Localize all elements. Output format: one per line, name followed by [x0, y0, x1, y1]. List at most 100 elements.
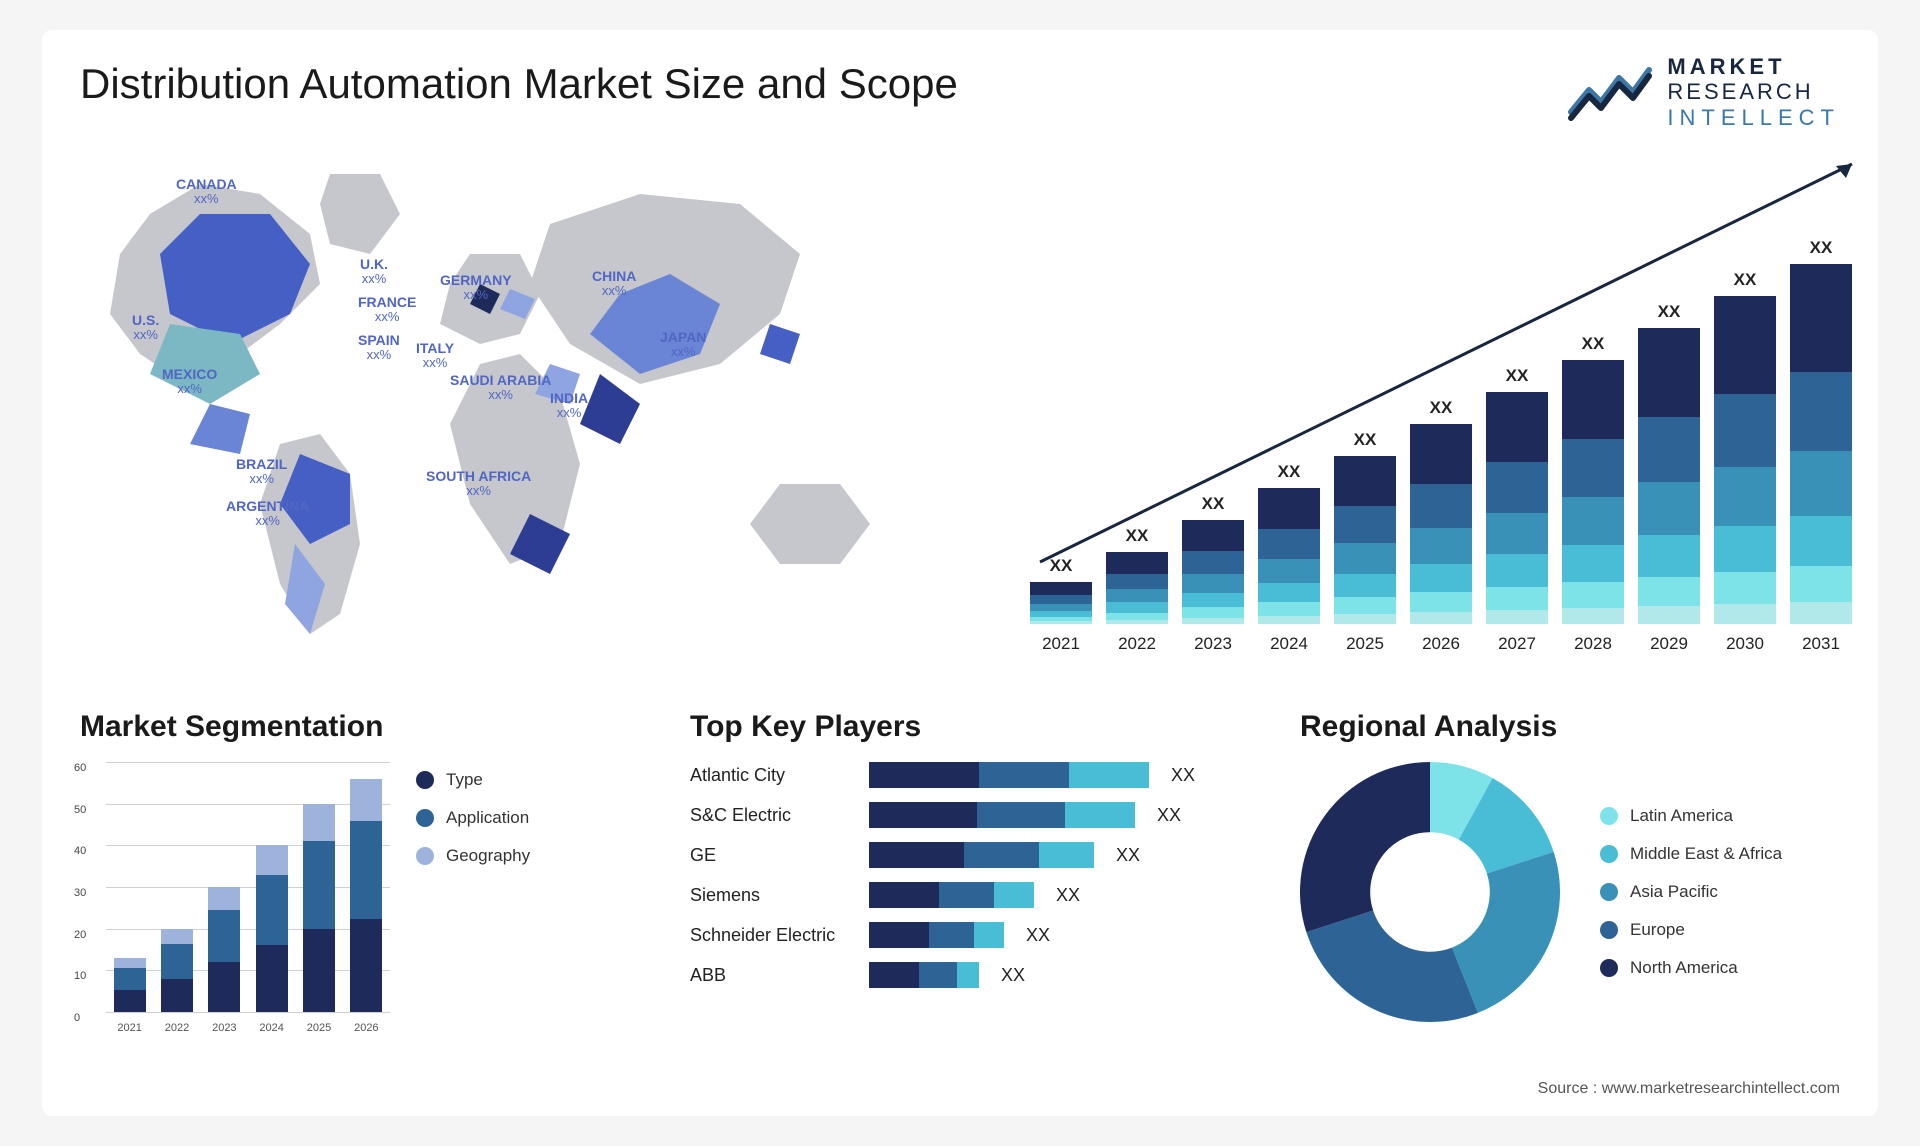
player-row: Atlantic City XX [690, 762, 1270, 788]
world-map-svg [80, 144, 1000, 664]
forecast-toplabel: XX [1334, 430, 1396, 450]
donut-slice [1306, 910, 1477, 1022]
player-bar [869, 922, 1004, 948]
top-row: CANADAxx%U.S.xx%MEXICOxx%BRAZILxx%ARGENT… [80, 144, 1840, 664]
legend-label: North America [1630, 958, 1738, 978]
forecast-toplabel: XX [1714, 270, 1776, 290]
player-row: Schneider Electric XX [690, 922, 1270, 948]
seg-ytick: 50 [74, 804, 86, 816]
seg-bar [114, 958, 146, 1012]
map-label-argentina: ARGENTINAxx% [226, 498, 309, 529]
legend-swatch-icon [416, 771, 434, 789]
map-label-south-africa: SOUTH AFRICAxx% [426, 468, 531, 499]
forecast-toplabel: XX [1030, 556, 1092, 576]
forecast-bar [1562, 360, 1624, 624]
map-label-mexico: MEXICOxx% [162, 366, 217, 397]
logo-line1: MARKET [1667, 54, 1840, 79]
logo-mark-icon [1567, 62, 1653, 122]
main-forecast-chart: 2021XX2022XX2023XX2024XX2025XX2026XX2027… [1030, 144, 1840, 664]
seg-ytick: 10 [74, 970, 86, 982]
legend-label: Asia Pacific [1630, 882, 1718, 902]
report-card: Distribution Automation Market Size and … [42, 30, 1878, 1116]
player-row: Siemens XX [690, 882, 1270, 908]
player-value: XX [1056, 885, 1080, 906]
region-legend-item: Europe [1600, 920, 1782, 940]
forecast-bar [1258, 488, 1320, 624]
legend-swatch-icon [1600, 845, 1618, 863]
seg-xlabel: 2026 [350, 1022, 382, 1034]
forecast-bar [1486, 392, 1548, 624]
forecast-bar [1106, 552, 1168, 624]
forecast-bar [1790, 264, 1852, 624]
map-label-china: CHINAxx% [592, 268, 636, 299]
forecast-toplabel: XX [1790, 238, 1852, 258]
forecast-xlabel: 2027 [1486, 634, 1548, 654]
forecast-xlabel: 2028 [1562, 634, 1624, 654]
map-label-saudi-arabia: SAUDI ARABIAxx% [450, 372, 551, 403]
forecast-xlabel: 2029 [1638, 634, 1700, 654]
source-label: Source : www.marketresearchintellect.com [1538, 1080, 1840, 1098]
forecast-toplabel: XX [1182, 494, 1244, 514]
legend-label: Application [446, 808, 529, 828]
map-label-japan: JAPANxx% [660, 329, 706, 360]
players-panel: Top Key Players Atlantic CityXXS&C Elect… [690, 710, 1270, 1042]
player-value: XX [1001, 965, 1025, 986]
player-name: Schneider Electric [690, 925, 855, 946]
map-label-spain: SPAINxx% [358, 332, 400, 363]
player-row: GEXX [690, 842, 1270, 868]
legend-swatch-icon [416, 847, 434, 865]
world-map: CANADAxx%U.S.xx%MEXICOxx%BRAZILxx%ARGENT… [80, 144, 1000, 664]
forecast-xlabel: 2024 [1258, 634, 1320, 654]
regional-legend: Latin AmericaMiddle East & AfricaAsia Pa… [1600, 806, 1782, 978]
players-chart: Atlantic City XX S&C Electric XX GEXX Siemens… [690, 762, 1270, 988]
player-bar [869, 802, 1135, 828]
forecast-bar [1410, 424, 1472, 624]
legend-swatch-icon [1600, 807, 1618, 825]
seg-xlabel: 2023 [208, 1022, 240, 1034]
forecast-bar [1638, 328, 1700, 624]
forecast-toplabel: XX [1410, 398, 1472, 418]
regional-panel: Regional Analysis Latin AmericaMiddle Ea… [1300, 710, 1840, 1042]
player-name: S&C Electric [690, 805, 855, 826]
legend-swatch-icon [1600, 883, 1618, 901]
player-bar [869, 962, 979, 988]
bottom-row: Market Segmentation 01020304050602021202… [80, 710, 1840, 1042]
forecast-xlabel: 2031 [1790, 634, 1852, 654]
player-name: Siemens [690, 885, 855, 906]
seg-bar [256, 845, 288, 1012]
player-bar [869, 842, 1094, 868]
forecast-toplabel: XX [1106, 526, 1168, 546]
seg-legend-item: Geography [416, 846, 530, 866]
legend-label: Latin America [1630, 806, 1733, 826]
brand-logo: MARKET RESEARCH INTELLECT [1567, 54, 1840, 130]
map-label-italy: ITALYxx% [416, 340, 454, 371]
player-name: Atlantic City [690, 765, 855, 786]
seg-legend-item: Type [416, 770, 530, 790]
segmentation-legend: Type Application Geography [416, 770, 530, 866]
segmentation-chart: 0102030405060202120222023202420252026 [80, 762, 390, 1042]
seg-ytick: 60 [74, 762, 86, 774]
regional-donut [1300, 762, 1560, 1022]
segmentation-title: Market Segmentation [80, 710, 660, 744]
player-bar [869, 762, 1149, 788]
map-label-u-s-: U.S.xx% [132, 312, 159, 343]
forecast-bar [1030, 582, 1092, 624]
logo-line2: RESEARCH [1667, 79, 1840, 104]
donut-svg [1300, 762, 1560, 1022]
map-label-france: FRANCExx% [358, 294, 416, 325]
player-row: ABBXX [690, 962, 1270, 988]
legend-swatch-icon [1600, 921, 1618, 939]
map-label-brazil: BRAZILxx% [236, 456, 287, 487]
forecast-bar [1714, 296, 1776, 624]
legend-label: Type [446, 770, 483, 790]
seg-gridline [106, 1012, 390, 1013]
seg-bar [161, 929, 193, 1012]
player-value: XX [1026, 925, 1050, 946]
seg-xlabel: 2022 [161, 1022, 193, 1034]
seg-ytick: 0 [74, 1012, 80, 1024]
forecast-toplabel: XX [1258, 462, 1320, 482]
legend-label: Geography [446, 846, 530, 866]
forecast-bar [1334, 456, 1396, 624]
seg-ytick: 30 [74, 887, 86, 899]
player-value: XX [1171, 765, 1195, 786]
